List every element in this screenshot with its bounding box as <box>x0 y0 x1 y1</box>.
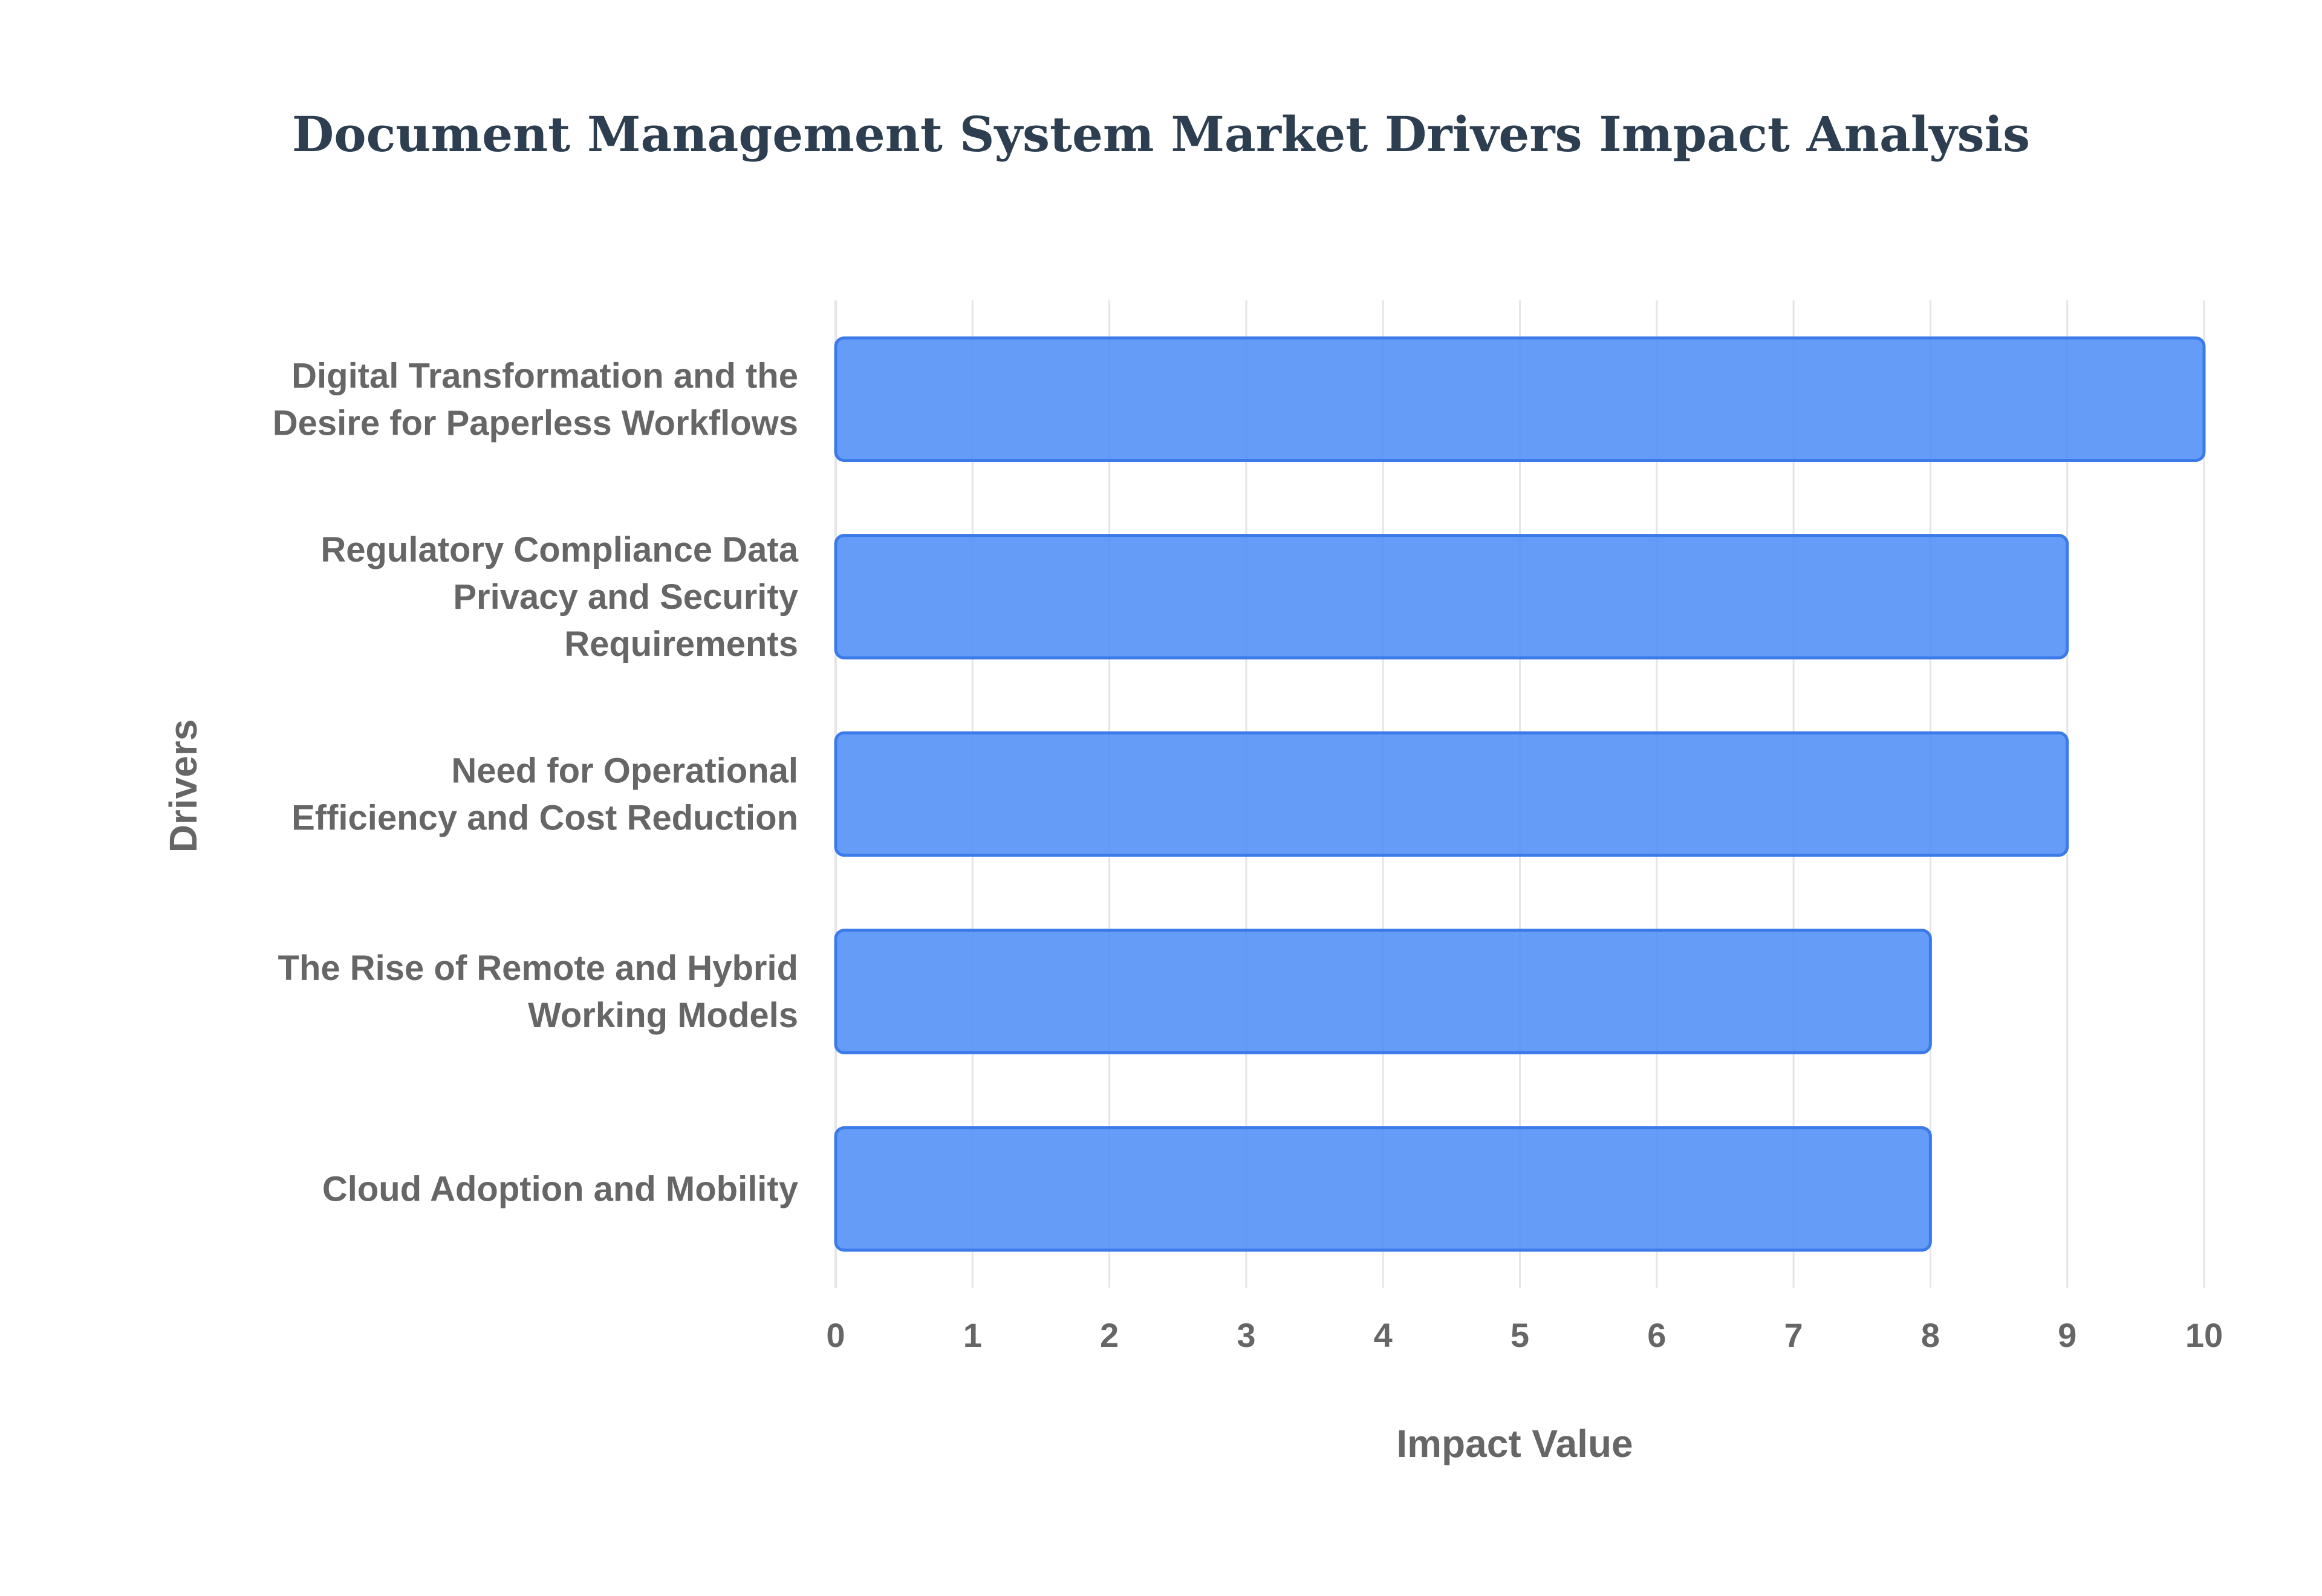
x-tick-label: 8 <box>1921 1316 1940 1354</box>
y-category-label: Digital Transformation and the Desire for… <box>273 356 798 443</box>
y-category-labels: Digital Transformation and the Desire for… <box>273 356 799 1208</box>
bar[interactable] <box>834 336 2206 462</box>
x-tick-label: 0 <box>826 1316 845 1354</box>
bar[interactable] <box>834 534 2069 660</box>
bar[interactable] <box>834 1126 1932 1252</box>
y-category-label-line: Efficiency and Cost Reduction <box>291 799 798 838</box>
chart-title: Document Management System Market Driver… <box>292 106 2030 163</box>
x-tick-label: 5 <box>1511 1316 1529 1354</box>
bar[interactable] <box>834 929 1932 1054</box>
y-category-label-line: Regulatory Compliance Data <box>320 530 798 569</box>
y-category-label-line: The Rise of Remote and Hybrid <box>278 949 798 988</box>
y-category-label: The Rise of Remote and Hybrid Working Mod… <box>278 949 798 1035</box>
x-tick-label: 2 <box>1100 1316 1119 1354</box>
bar[interactable] <box>834 731 2069 857</box>
x-tick-label: 6 <box>1647 1316 1666 1354</box>
x-tick-label: 3 <box>1237 1316 1255 1354</box>
y-category-label-line: Requirements <box>564 624 798 664</box>
y-category-label-line: Digital Transformation and the <box>291 356 798 395</box>
y-axis-title: Drivers <box>161 719 205 853</box>
y-category-label-line: Working Models <box>528 996 798 1035</box>
x-tick-label: 9 <box>2058 1316 2076 1354</box>
x-tick-label: 10 <box>2185 1316 2223 1354</box>
x-tick-labels: 0 1 2 3 4 5 6 7 8 9 10 <box>826 1316 2223 1354</box>
y-category-label: Cloud Adoption and Mobility <box>322 1170 798 1209</box>
y-category-label-line: Privacy and Security <box>453 577 798 617</box>
x-tick-label: 1 <box>963 1316 982 1354</box>
y-category-label-line: Need for Operational <box>451 751 798 791</box>
y-category-label: Regulatory Compliance Data Privacy and Se… <box>320 530 798 664</box>
y-category-label-line: Cloud Adoption and Mobility <box>322 1170 798 1209</box>
bars <box>834 336 2206 1252</box>
y-category-label: Need for Operational Efficiency and Cost … <box>291 751 798 838</box>
y-category-label-line: Desire for Paperless Workflows <box>273 403 798 443</box>
x-tick-label: 7 <box>1784 1316 1803 1354</box>
x-axis-title: Impact Value <box>1396 1422 1633 1465</box>
x-tick-label: 4 <box>1374 1316 1393 1354</box>
